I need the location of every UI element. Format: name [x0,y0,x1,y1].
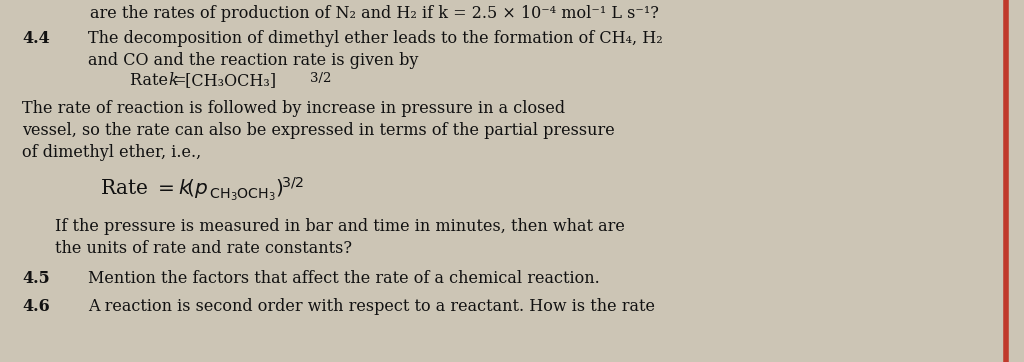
Text: are the rates of production of N₂ and H₂ if k = 2.5 × 10⁻⁴ mol⁻¹ L s⁻¹?: are the rates of production of N₂ and H₂… [90,5,658,22]
Text: [CH₃OCH₃]: [CH₃OCH₃] [180,72,276,89]
Text: 4.4: 4.4 [22,30,50,47]
Text: the units of rate and rate constants?: the units of rate and rate constants? [55,240,352,257]
Text: The rate of reaction is followed by increase in pressure in a closed: The rate of reaction is followed by incr… [22,100,565,117]
Text: of dimethyl ether, i.e.,: of dimethyl ether, i.e., [22,144,202,161]
Text: Rate $= k\!\left(p_{\,\mathrm{CH_3OCH_3}}\right)^{\!3/2}$: Rate $= k\!\left(p_{\,\mathrm{CH_3OCH_3}… [100,175,304,202]
Text: 4.5: 4.5 [22,270,50,287]
Text: Mention the factors that affect the rate of a chemical reaction.: Mention the factors that affect the rate… [88,270,600,287]
Text: k: k [168,72,178,89]
Text: If the pressure is measured in bar and time in minutes, then what are: If the pressure is measured in bar and t… [55,218,625,235]
Text: 3/2: 3/2 [310,72,332,85]
Text: and CO and the reaction rate is given by: and CO and the reaction rate is given by [88,52,419,69]
Text: Rate =: Rate = [130,72,191,89]
Text: The decomposition of dimethyl ether leads to the formation of CH₄, H₂: The decomposition of dimethyl ether lead… [88,30,663,47]
Text: vessel, so the rate can also be expressed in terms of the partial pressure: vessel, so the rate can also be expresse… [22,122,614,139]
Text: A reaction is second order with respect to a reactant. How is the rate: A reaction is second order with respect … [88,298,655,315]
Text: 4.6: 4.6 [22,298,50,315]
